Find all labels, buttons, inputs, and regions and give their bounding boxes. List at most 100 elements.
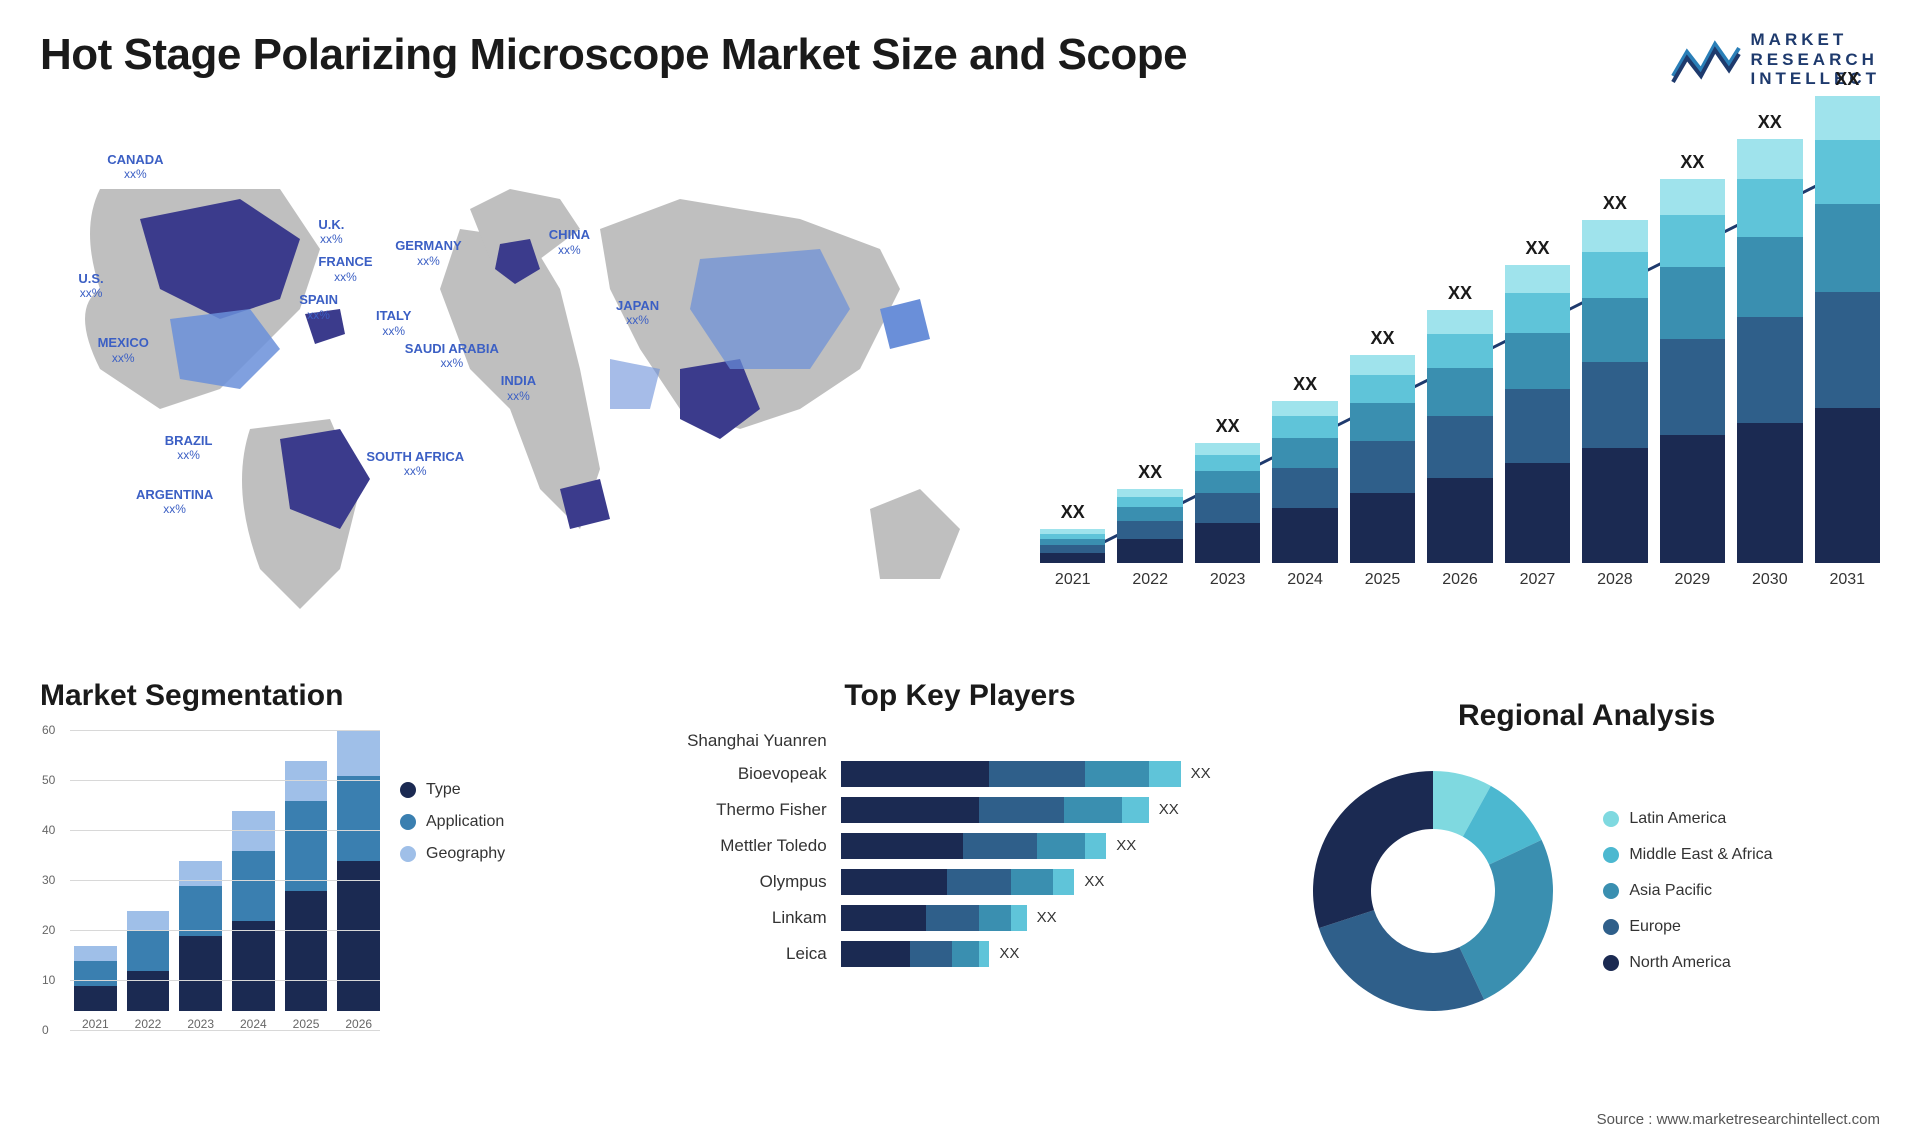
player-bar — [841, 869, 1075, 895]
player-name: Mettler Toledo — [667, 836, 827, 856]
legend-label: North America — [1629, 954, 1730, 972]
growth-col: XX2022 — [1117, 462, 1182, 589]
growth-value: XX — [1525, 238, 1549, 259]
growth-seg — [1427, 478, 1492, 563]
legend-label: Type — [426, 781, 461, 799]
growth-seg — [1272, 438, 1337, 468]
regional-title: Regional Analysis — [1293, 699, 1880, 733]
player-seg — [1085, 761, 1149, 787]
seg-seg — [337, 776, 380, 861]
seg-bar — [337, 731, 380, 1011]
growth-seg — [1505, 463, 1570, 563]
player-row: Mettler ToledoXX — [667, 833, 1254, 859]
growth-year: 2024 — [1287, 571, 1323, 589]
player-bar — [841, 761, 1181, 787]
growth-year: 2030 — [1752, 571, 1788, 589]
growth-col: XX 2030 — [1737, 112, 1802, 589]
seg-bar — [74, 946, 117, 1011]
growth-bar — [1427, 310, 1492, 563]
growth-bar — [1350, 355, 1415, 563]
growth-year: 2022 — [1132, 571, 1168, 589]
seg-seg — [285, 891, 328, 1011]
legend-label: Latin America — [1629, 810, 1726, 828]
growth-seg — [1660, 339, 1725, 435]
growth-seg — [1505, 293, 1570, 333]
legend-swatch — [1603, 955, 1619, 971]
player-seg — [1064, 797, 1122, 823]
growth-seg — [1505, 265, 1570, 293]
growth-seg — [1660, 215, 1725, 267]
growth-value: XX — [1448, 283, 1472, 304]
growth-year: 2027 — [1520, 571, 1556, 589]
regional-section: Regional Analysis Latin America Middle Ea… — [1293, 679, 1880, 1051]
player-bar — [841, 797, 1149, 823]
player-name: Linkam — [667, 908, 827, 928]
growth-seg — [1737, 237, 1802, 317]
growth-bar — [1815, 96, 1880, 563]
legend-swatch — [1603, 883, 1619, 899]
segmentation-section: Market Segmentation 20212022202320242025… — [40, 679, 627, 1051]
regional-legend: Latin AmericaMiddle East & AfricaAsia Pa… — [1603, 810, 1772, 972]
growth-seg — [1195, 493, 1260, 523]
growth-value: XX — [1061, 502, 1085, 523]
growth-value: XX — [1758, 112, 1782, 133]
growth-col: XX2024 — [1272, 374, 1337, 589]
player-seg — [947, 869, 1011, 895]
growth-seg — [1582, 220, 1647, 252]
growth-seg — [1660, 267, 1725, 339]
player-seg — [979, 797, 1064, 823]
map-label: GERMANYxx% — [395, 238, 461, 268]
growth-year: 2028 — [1597, 571, 1633, 589]
growth-seg — [1815, 204, 1880, 292]
growth-seg — [1427, 310, 1492, 334]
growth-seg — [1815, 292, 1880, 408]
growth-value: XX — [1371, 328, 1395, 349]
growth-col: XX2031 — [1815, 69, 1880, 589]
seg-col: 2022 — [127, 911, 170, 1031]
player-seg — [963, 833, 1037, 859]
growth-seg — [1505, 389, 1570, 463]
seg-col: 2021 — [74, 946, 117, 1031]
growth-bar — [1505, 265, 1570, 563]
seg-seg — [127, 911, 170, 931]
player-bar-wrap: XX — [841, 905, 1254, 931]
growth-seg — [1117, 497, 1182, 507]
growth-year: 2026 — [1442, 571, 1478, 589]
growth-seg — [1117, 539, 1182, 563]
player-name: Shanghai Yuanren — [667, 731, 827, 751]
players-title: Top Key Players — [667, 679, 1254, 713]
seg-seg — [127, 931, 170, 971]
seg-gridline: 20 — [70, 930, 380, 931]
growth-value: XX — [1603, 193, 1627, 214]
player-seg — [841, 833, 963, 859]
legend-item: North America — [1603, 954, 1772, 972]
legend-swatch — [1603, 847, 1619, 863]
player-row: Thermo FisherXX — [667, 797, 1254, 823]
map-label: SOUTH AFRICAxx% — [366, 449, 464, 479]
legend-item: Europe — [1603, 918, 1772, 936]
map-label: SPAINxx% — [299, 292, 338, 322]
map-label: ITALYxx% — [376, 308, 411, 338]
seg-bar — [179, 861, 222, 1011]
growth-col: XX 2026 — [1427, 283, 1492, 589]
player-row: Shanghai Yuanren — [667, 731, 1254, 751]
growth-seg — [1737, 179, 1802, 237]
player-seg — [1011, 869, 1054, 895]
growth-seg — [1737, 139, 1802, 179]
legend-label: Middle East & Africa — [1629, 846, 1772, 864]
map-label: U.S.xx% — [78, 271, 103, 301]
seg-seg — [232, 921, 275, 1011]
growth-seg — [1117, 489, 1182, 497]
map-label: CANADAxx% — [107, 152, 163, 182]
growth-year: 2025 — [1365, 571, 1401, 589]
seg-gridline: 10 — [70, 980, 380, 981]
legend-item: Latin America — [1603, 810, 1772, 828]
player-name: Bioevopeak — [667, 764, 827, 784]
growth-seg — [1195, 443, 1260, 455]
legend-label: Geography — [426, 845, 505, 863]
legend-item: Type — [400, 781, 505, 799]
seg-seg — [74, 946, 117, 961]
growth-seg — [1582, 448, 1647, 563]
player-bar-wrap: XX — [841, 797, 1254, 823]
growth-year: 2029 — [1675, 571, 1711, 589]
